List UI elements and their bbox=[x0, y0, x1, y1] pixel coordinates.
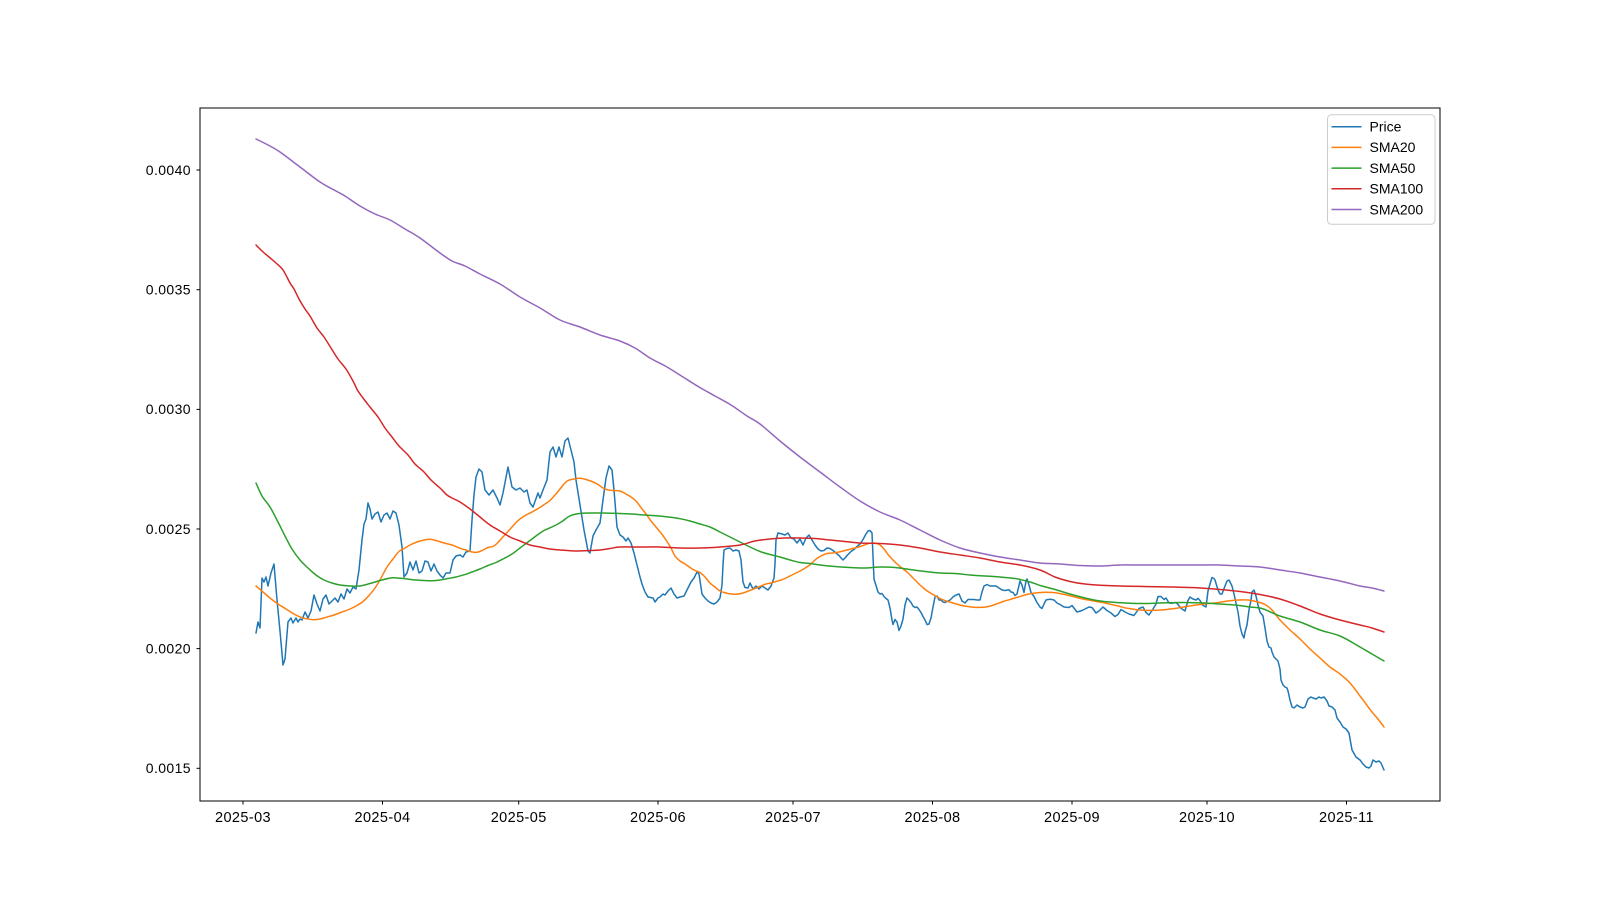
svg-text:2025-07: 2025-07 bbox=[765, 810, 821, 826]
svg-text:0.0040: 0.0040 bbox=[146, 162, 191, 178]
svg-text:2025-05: 2025-05 bbox=[491, 810, 547, 826]
svg-text:SMA50: SMA50 bbox=[1370, 160, 1416, 176]
svg-text:2025-10: 2025-10 bbox=[1179, 810, 1235, 826]
svg-text:2025-08: 2025-08 bbox=[904, 810, 960, 826]
svg-text:Price: Price bbox=[1370, 119, 1402, 135]
svg-text:2025-03: 2025-03 bbox=[215, 810, 271, 826]
svg-text:0.0030: 0.0030 bbox=[146, 401, 191, 417]
svg-text:2025-11: 2025-11 bbox=[1319, 810, 1374, 826]
svg-text:0.0020: 0.0020 bbox=[146, 640, 191, 656]
svg-text:0.0035: 0.0035 bbox=[146, 282, 191, 298]
svg-text:2025-09: 2025-09 bbox=[1044, 810, 1100, 826]
svg-text:SMA20: SMA20 bbox=[1370, 139, 1416, 155]
svg-text:SMA200: SMA200 bbox=[1370, 201, 1424, 217]
svg-text:SMA100: SMA100 bbox=[1370, 181, 1424, 197]
svg-text:2025-04: 2025-04 bbox=[354, 810, 410, 826]
svg-text:2025-06: 2025-06 bbox=[630, 810, 686, 826]
svg-text:0.0015: 0.0015 bbox=[146, 760, 191, 776]
svg-text:0.0025: 0.0025 bbox=[146, 521, 191, 537]
